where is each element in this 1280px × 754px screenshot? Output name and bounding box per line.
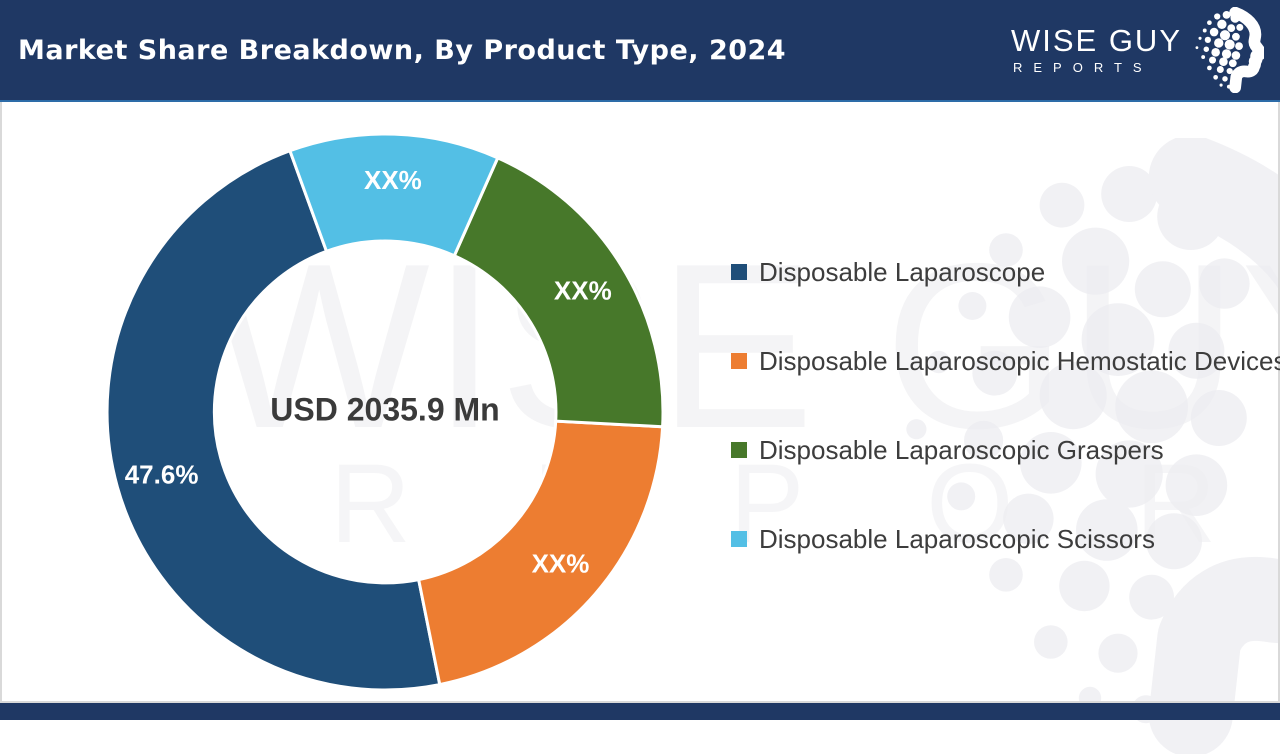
legend-swatch (731, 264, 747, 280)
donut-center-value: USD 2035.9 Mn (270, 391, 500, 428)
legend-swatch (731, 531, 747, 547)
report-chart-page: { "header": { "title": "Market Share Bre… (0, 0, 1280, 720)
legend-item-hemostatic-devices: Disposable Laparoscopic Hemostatic Devic… (731, 345, 1280, 377)
legend-label: Disposable Laparoscopic Graspers (759, 434, 1164, 465)
footer-bar (0, 703, 1280, 720)
legend-item-disposable-laparoscope: Disposable Laparoscope (731, 256, 1280, 288)
donut-segment-1 (416, 419, 665, 687)
donut-segment-3 (287, 132, 500, 258)
logo-subtext: REPORTS (1012, 60, 1153, 76)
wise-guy-logo: WISE GUY REPORTS (1011, 7, 1264, 93)
chart-area: 47.6% XX% XX% XX% USD 2035.9 Mn Disposable … (0, 102, 1280, 703)
legend-swatch (731, 442, 747, 458)
segment-value-label: XX% (364, 165, 422, 195)
donut-segment-2 (452, 155, 665, 429)
segment-value-label: XX% (554, 276, 612, 306)
legend-swatch (731, 353, 747, 369)
chart-legend: Disposable Laparoscope Disposable Laparo… (731, 256, 1280, 555)
header-bar: Market Share Breakdown, By Product Type,… (0, 0, 1280, 102)
segment-value-label: XX% (532, 549, 590, 579)
legend-item-graspers: Disposable Laparoscopic Graspers (731, 434, 1280, 466)
legend-label: Disposable Laparoscope (759, 256, 1046, 287)
donut-segment-0 (105, 148, 442, 692)
page-title: Market Share Breakdown, By Product Type,… (18, 34, 787, 66)
wise-guy-head-icon (1186, 7, 1264, 93)
legend-label: Disposable Laparoscopic Hemostatic Devic… (759, 345, 1280, 376)
logo-wordmark: WISE GUY (1010, 22, 1182, 58)
legend-label: Disposable Laparoscopic Scissors (759, 523, 1155, 554)
donut-chart: 47.6% XX% XX% XX% (105, 132, 665, 692)
segment-value-label: 47.6% (125, 460, 199, 490)
legend-item-scissors: Disposable Laparoscopic Scissors (731, 523, 1280, 555)
